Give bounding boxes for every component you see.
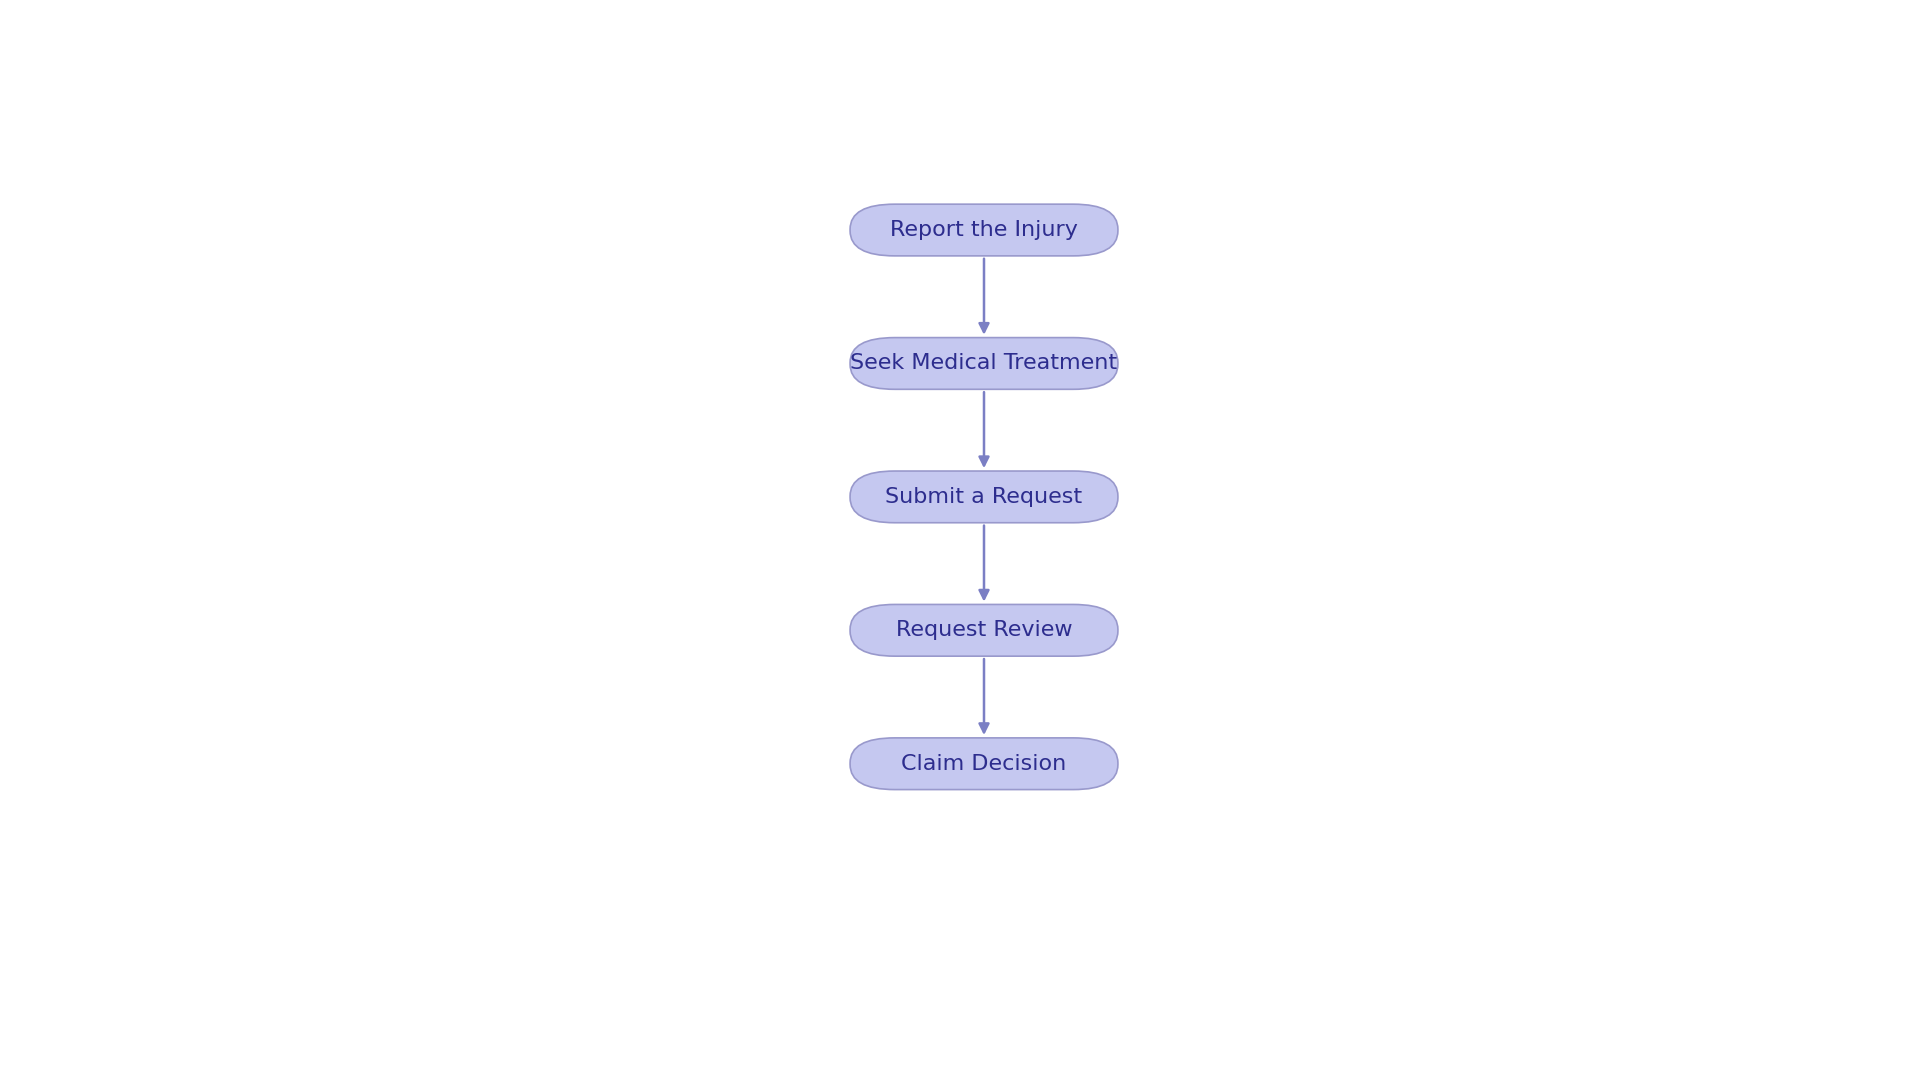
FancyBboxPatch shape: [851, 471, 1117, 523]
FancyBboxPatch shape: [851, 738, 1117, 790]
FancyBboxPatch shape: [851, 205, 1117, 256]
Text: Request Review: Request Review: [897, 621, 1071, 640]
FancyBboxPatch shape: [851, 338, 1117, 389]
Text: Claim Decision: Claim Decision: [900, 754, 1068, 773]
Text: Submit a Request: Submit a Request: [885, 487, 1083, 507]
Text: Seek Medical Treatment: Seek Medical Treatment: [851, 353, 1117, 374]
Text: Report the Injury: Report the Injury: [891, 220, 1077, 240]
FancyBboxPatch shape: [851, 604, 1117, 656]
